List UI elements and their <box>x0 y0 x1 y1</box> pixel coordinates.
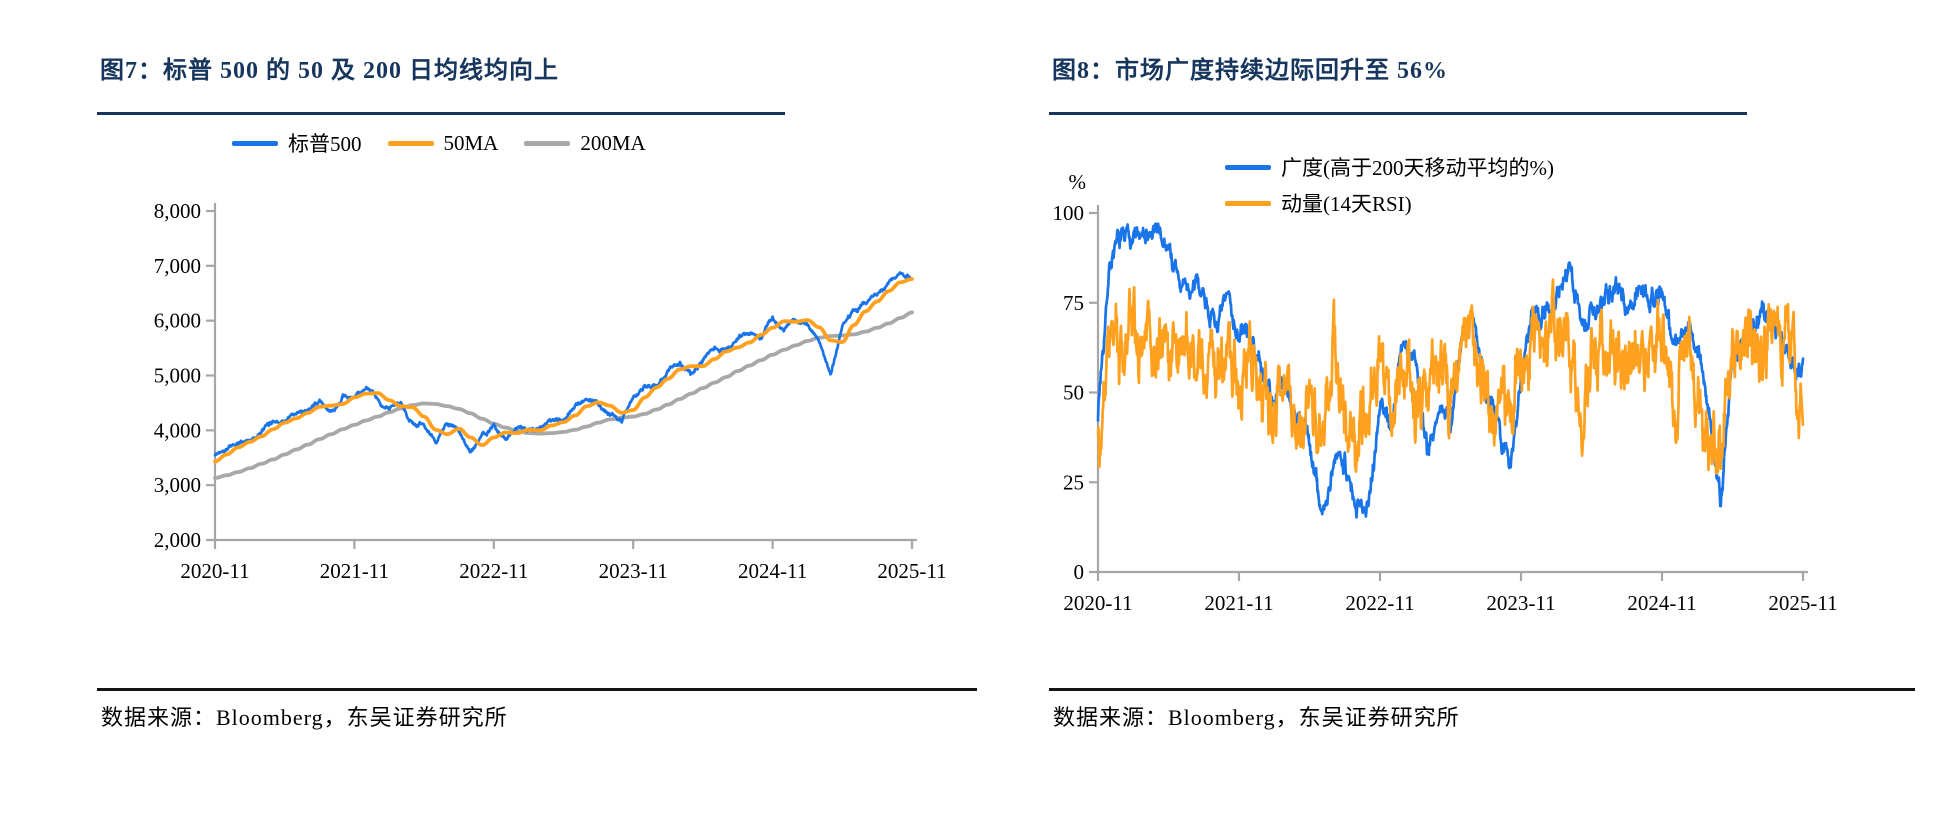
y-tick-label: 50 <box>1063 381 1084 405</box>
y-tick-label: 4,000 <box>154 418 201 442</box>
x-tick-label: 2023-11 <box>599 559 668 583</box>
legend-label-50ma: 50MA <box>443 130 499 155</box>
x-tick-label: 2024-11 <box>1627 591 1696 615</box>
y-tick-label: 75 <box>1063 291 1084 315</box>
legend-item-breadth: 广度(高于200天移动平均的%) <box>1225 152 1554 182</box>
figure8-source: 数据来源：Bloomberg，东吴证券研究所 <box>1053 705 1460 730</box>
legend-label-sp500: 标普500 <box>288 132 362 156</box>
ma200-line <box>213 310 914 480</box>
legend-item-sp500: 标普500 <box>232 128 362 158</box>
y-tick-label: 8,000 <box>154 199 201 223</box>
sp500-line-swatch <box>232 140 278 146</box>
legend-item-50ma: 50MA <box>387 130 499 156</box>
figure8-legend: 广度(高于200天移动平均的%) 动量(14天RSI) <box>1225 152 1554 218</box>
x-tick-label: 2022-11 <box>1345 591 1414 615</box>
sp500-line <box>213 271 914 457</box>
ma200-line-swatch <box>524 140 571 146</box>
x-tick-label: 2024-11 <box>738 559 807 583</box>
axes <box>206 203 917 549</box>
figure8-source-divider <box>1049 688 1915 691</box>
x-tick-label: 2021-11 <box>320 559 389 583</box>
x-tick-label: 2020-11 <box>180 559 249 583</box>
figure7-source-divider <box>97 688 977 691</box>
y-axis-unit: % <box>1069 170 1087 194</box>
x-tick-label: 2022-11 <box>459 559 528 583</box>
x-tick-label: 2025-11 <box>1768 591 1837 615</box>
y-tick-label: 0 <box>1074 560 1085 584</box>
y-tick-label: 6,000 <box>154 309 201 333</box>
y-tick-label: 5,000 <box>154 364 201 388</box>
ma50-line-swatch <box>387 140 434 146</box>
y-tick-label: 25 <box>1063 470 1084 494</box>
x-tick-label: 2021-11 <box>1204 591 1273 615</box>
sp500-chart-canvas: 2,000 3,000 4,000 5,000 6,000 7,000 8,000 2020-… <box>154 199 947 583</box>
momentum-line-swatch <box>1225 200 1271 206</box>
figure8-title-divider <box>1049 112 1747 115</box>
breadth-line-swatch <box>1225 164 1271 170</box>
figure7-source: 数据来源：Bloomberg，东吴证券研究所 <box>101 705 508 730</box>
rsi-line <box>1096 278 1805 475</box>
market-breadth-momentum-chart: 0 25 50 75 100 2020-11 2021-11 2022-11 2023-11 20… <box>1048 126 1916 656</box>
ma50-line <box>213 277 914 464</box>
y-tick-label: 2,000 <box>154 528 201 552</box>
figure7-title: 图7：标普 500 的 50 及 200 日均线均向上 <box>100 58 559 84</box>
figure8-title: 图8：市场广度持续边际回升至 56% <box>1052 58 1448 84</box>
x-tick-label: 2020-11 <box>1063 591 1132 615</box>
legend-label-breadth: 广度(高于200天移动平均的%) <box>1281 156 1554 180</box>
legend-label-momentum: 动量(14天RSI) <box>1281 192 1412 216</box>
figure7-title-divider <box>97 112 785 115</box>
legend-label-200ma: 200MA <box>580 130 646 155</box>
sp500-moving-average-chart: 2,000 3,000 4,000 5,000 6,000 7,000 8,000 2020-… <box>95 126 975 656</box>
x-tick-label: 2025-11 <box>877 559 946 583</box>
x-tick-label: 2023-11 <box>1486 591 1555 615</box>
y-tick-label: 100 <box>1053 201 1085 225</box>
legend-item-200ma: 200MA <box>524 130 646 156</box>
y-tick-label: 7,000 <box>154 254 201 278</box>
breadth-chart-canvas: 0 25 50 75 100 2020-11 2021-11 2022-11 2023-11 20… <box>1053 170 1838 615</box>
y-tick-label: 3,000 <box>154 473 201 497</box>
figure7-legend: 标普500 50MA 200MA <box>232 128 646 158</box>
legend-item-momentum: 动量(14天RSI) <box>1225 188 1412 218</box>
axes <box>1089 205 1808 581</box>
